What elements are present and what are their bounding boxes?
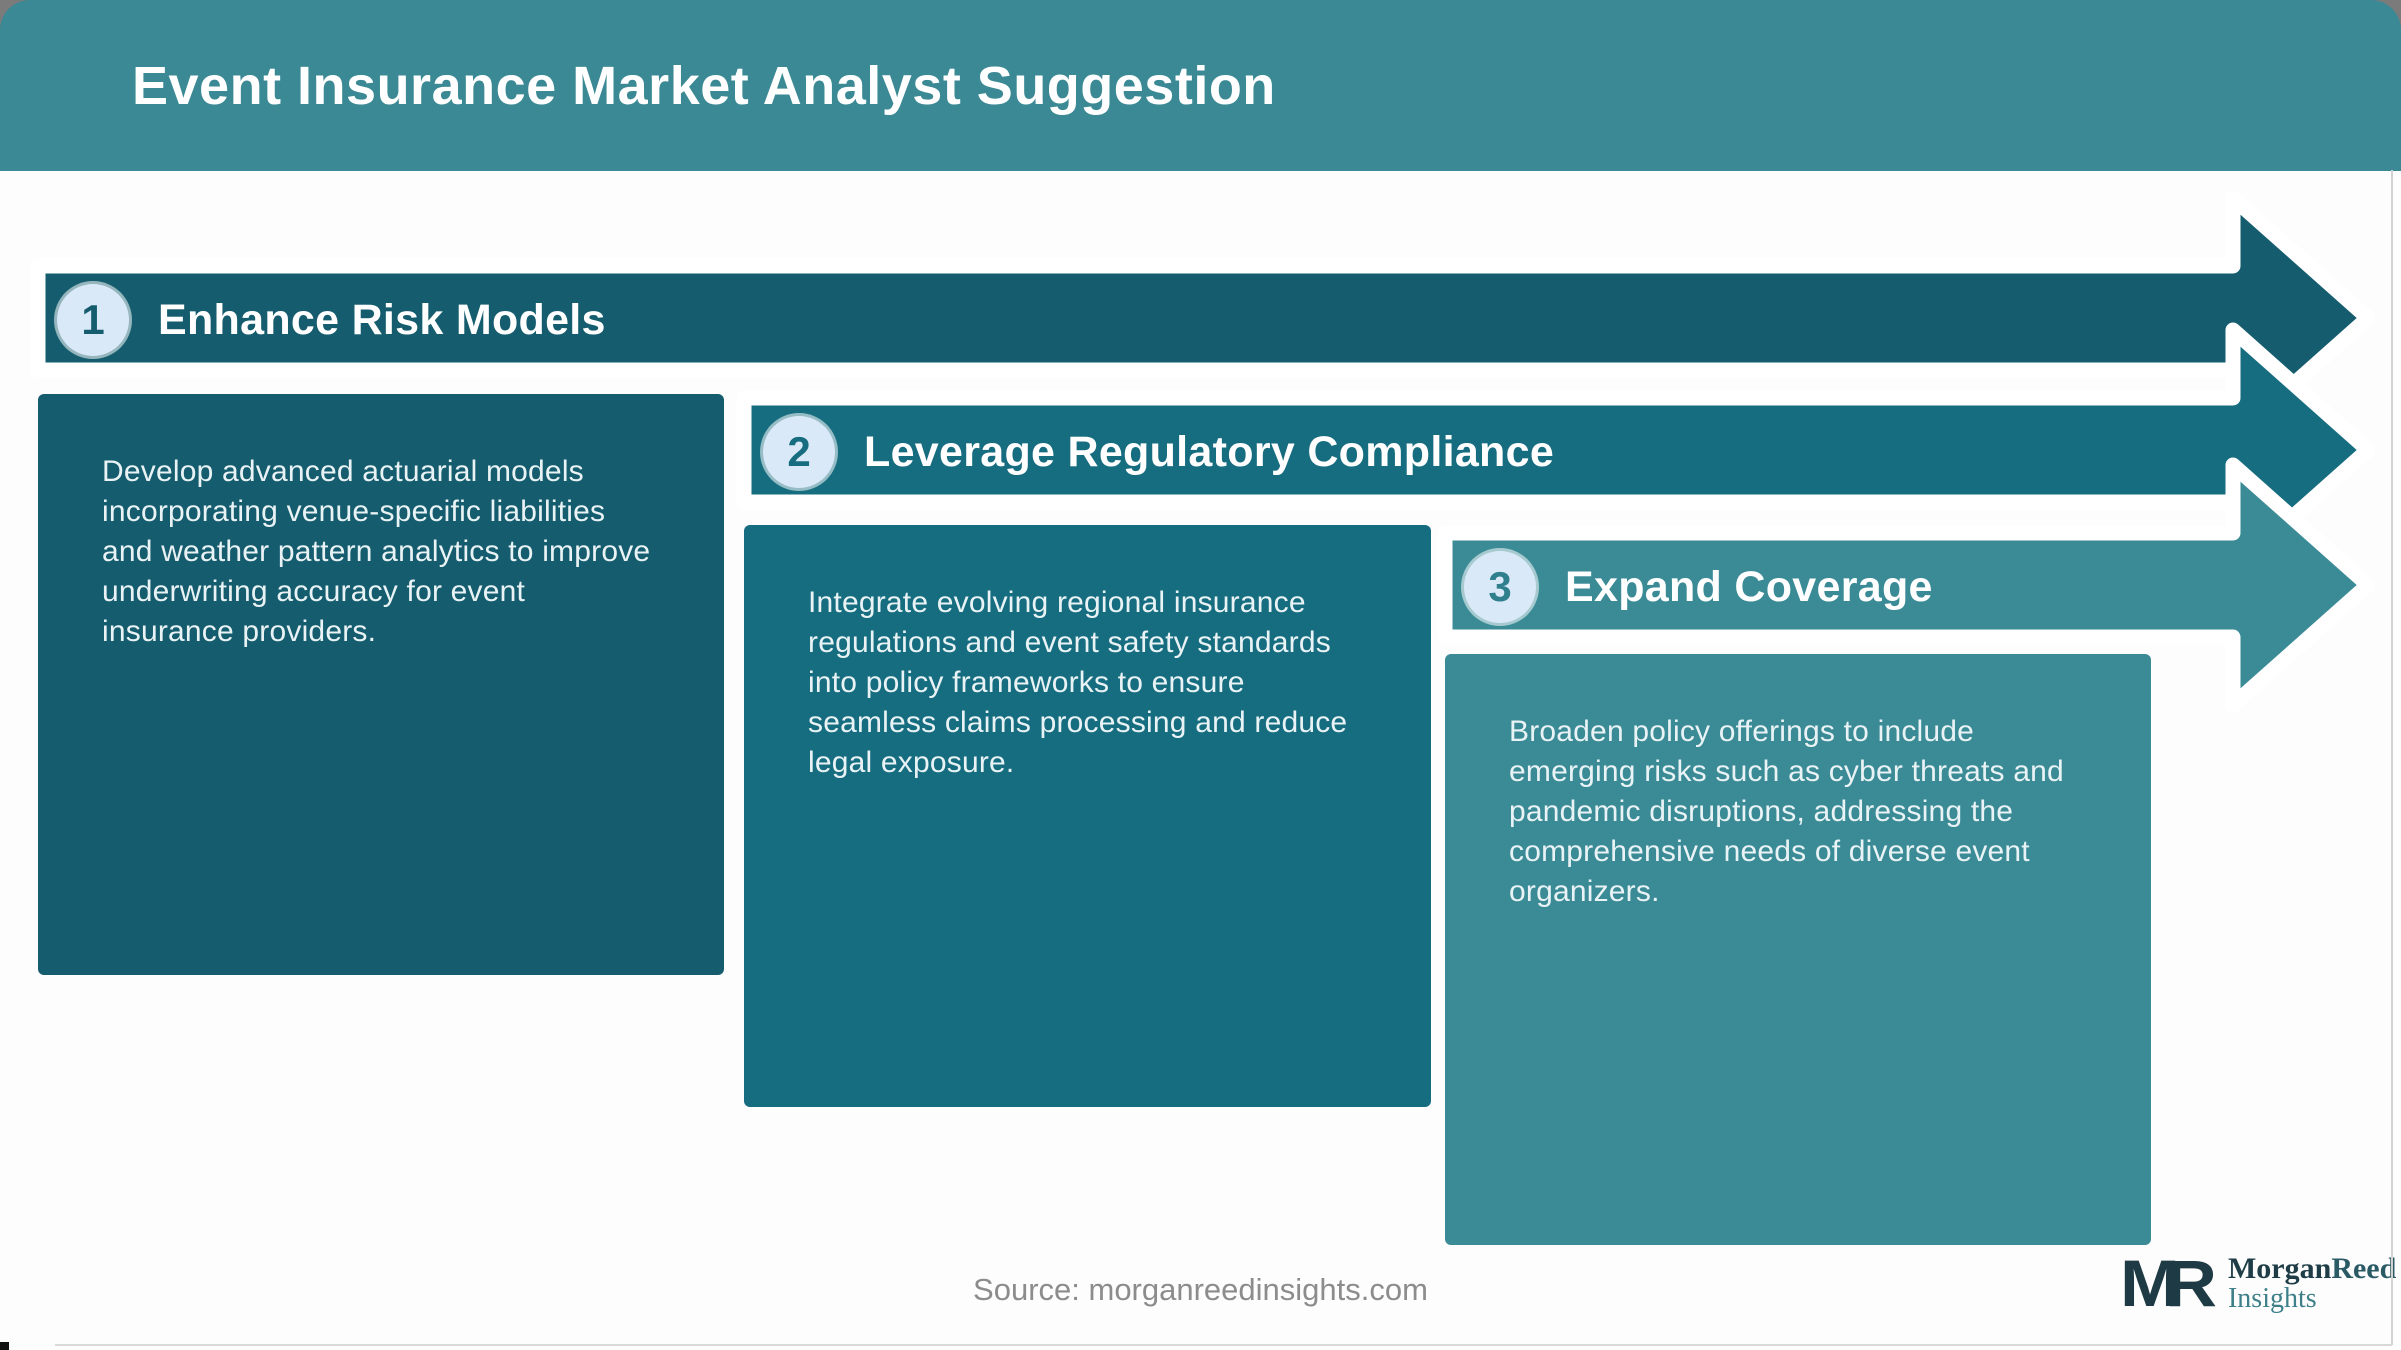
step3-description-box: Broaden policy offerings to include emer… — [1445, 654, 2151, 1245]
brand-name-secondary: Reed — [2331, 1252, 2397, 1285]
step1-header-row: 1 Enhance Risk Models — [38, 266, 1238, 374]
page-title: Event Insurance Market Analyst Suggestio… — [132, 55, 1276, 116]
brand-tagline: Insights — [2227, 1283, 2317, 1314]
brand-name-primary: Morgan — [2227, 1252, 2332, 1285]
step1-description-box: Develop advanced actuarial models incorp… — [38, 394, 724, 975]
brand-name: MorganReed — [2228, 1254, 2396, 1284]
source-attribution: Source: morganreedinsights.com — [973, 1272, 1428, 1307]
bottom-divider-line — [55, 1344, 2392, 1346]
step2-number-badge: 2 — [763, 416, 835, 488]
step3-description: Broaden policy offerings to include emer… — [1509, 715, 2064, 908]
step2-arrow-path — [736, 322, 2376, 578]
brand-logo-text: MorganReed Insights — [2228, 1254, 2396, 1314]
step3-header-row: 3 Expand Coverage — [1445, 533, 2235, 641]
step1-description: Develop advanced actuarial models incorp… — [102, 455, 651, 648]
step2-description: Integrate evolving regional insurance re… — [808, 586, 1348, 779]
step2-title: Leverage Regulatory Compliance — [864, 427, 1555, 476]
step2-header-row: 2 Leverage Regulatory Compliance — [744, 398, 1944, 506]
step3-title: Expand Coverage — [1565, 562, 1933, 611]
step1-arrow-shape — [30, 190, 2376, 446]
step1-number-badge: 1 — [57, 284, 129, 356]
brand-monogram-icon: MR — [2120, 1247, 2217, 1321]
step3-number-badge: 3 — [1464, 551, 1536, 623]
step1-arrow-path — [30, 190, 2376, 446]
step1-title: Enhance Risk Models — [158, 295, 606, 344]
step3-arrow-shape — [1437, 457, 2376, 713]
step2-description-box: Integrate evolving regional insurance re… — [744, 525, 1431, 1107]
header-band: Event Insurance Market Analyst Suggestio… — [0, 0, 2401, 171]
step2-arrow-shape — [736, 322, 2376, 578]
right-edge-line — [2391, 170, 2393, 1345]
bottom-left-corner-mark — [0, 1342, 9, 1350]
brand-logo: MR MorganReed Insights — [2120, 1247, 2396, 1321]
step3-arrow-path — [1437, 457, 2376, 713]
